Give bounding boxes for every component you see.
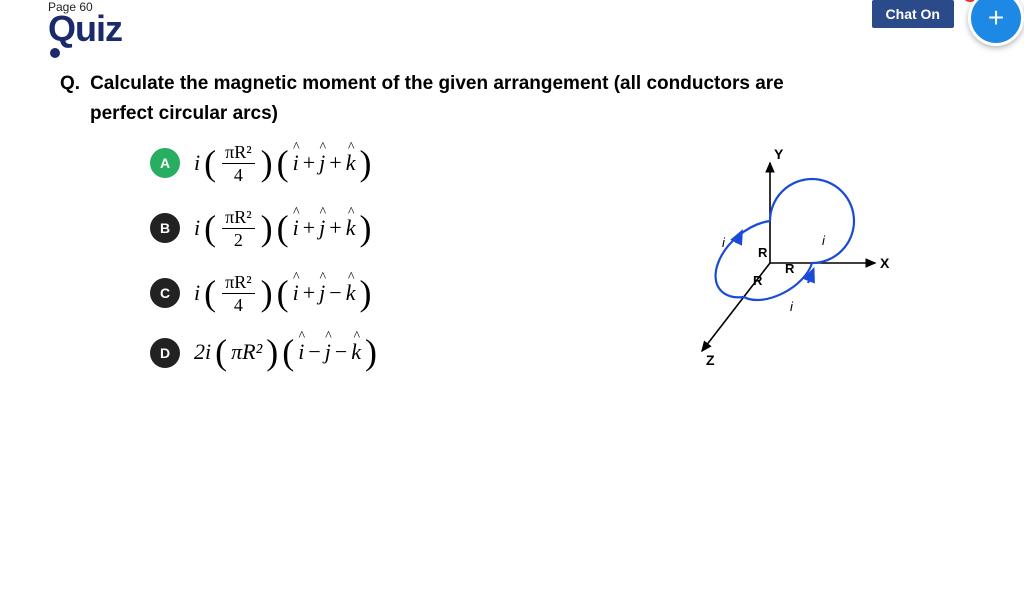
y-label: Y bbox=[774, 146, 784, 162]
arc-diagram-svg: X Y Z R R R i i i bbox=[640, 133, 900, 393]
options-list: A i ( πR²4 ) ( i + j + k ) B i bbox=[150, 143, 570, 392]
option-badge-a: A bbox=[150, 148, 180, 178]
quiz-logo: QQuizuiz bbox=[48, 8, 122, 50]
question-marker: Q. bbox=[60, 70, 80, 99]
r-label-2: R bbox=[758, 245, 768, 260]
z-label: Z bbox=[706, 352, 715, 368]
question-text-cont: perfect circular arcs) bbox=[90, 103, 964, 125]
r-label-1: R bbox=[785, 261, 795, 276]
option-badge-d: D bbox=[150, 338, 180, 368]
header: Page 60 QQuizuiz Chat On − + bbox=[0, 0, 1024, 60]
i-label-1: i bbox=[822, 233, 826, 248]
i-label-3: i bbox=[790, 299, 794, 314]
option-d[interactable]: D 2i ( πR² ) ( i − j − k ) bbox=[150, 338, 570, 368]
question-block: Q. Calculate the magnetic moment of the … bbox=[0, 60, 1024, 392]
question-text: Calculate the magnetic moment of the giv… bbox=[90, 70, 784, 99]
option-math-c: i ( πR²4 ) ( i + j − k ) bbox=[194, 273, 371, 314]
diagram: X Y Z R R R i i i bbox=[570, 143, 964, 392]
chat-on-button[interactable]: Chat On bbox=[872, 0, 954, 28]
option-math-d: 2i ( πR² ) ( i − j − k ) bbox=[194, 338, 377, 367]
x-label: X bbox=[880, 255, 890, 271]
option-badge-c: C bbox=[150, 278, 180, 308]
arc-xy bbox=[770, 179, 854, 263]
option-c[interactable]: C i ( πR²4 ) ( i + j − k ) bbox=[150, 273, 570, 314]
r-label-3: R bbox=[753, 273, 763, 288]
option-math-a: i ( πR²4 ) ( i + j + k ) bbox=[194, 143, 371, 184]
current-arrow-1 bbox=[808, 273, 812, 283]
add-fab-button[interactable]: + bbox=[968, 0, 1024, 46]
option-b[interactable]: B i ( πR²2 ) ( i + j + k ) bbox=[150, 208, 570, 249]
option-badge-b: B bbox=[150, 213, 180, 243]
option-math-b: i ( πR²2 ) ( i + j + k ) bbox=[194, 208, 371, 249]
option-a[interactable]: A i ( πR²4 ) ( i + j + k ) bbox=[150, 143, 570, 184]
